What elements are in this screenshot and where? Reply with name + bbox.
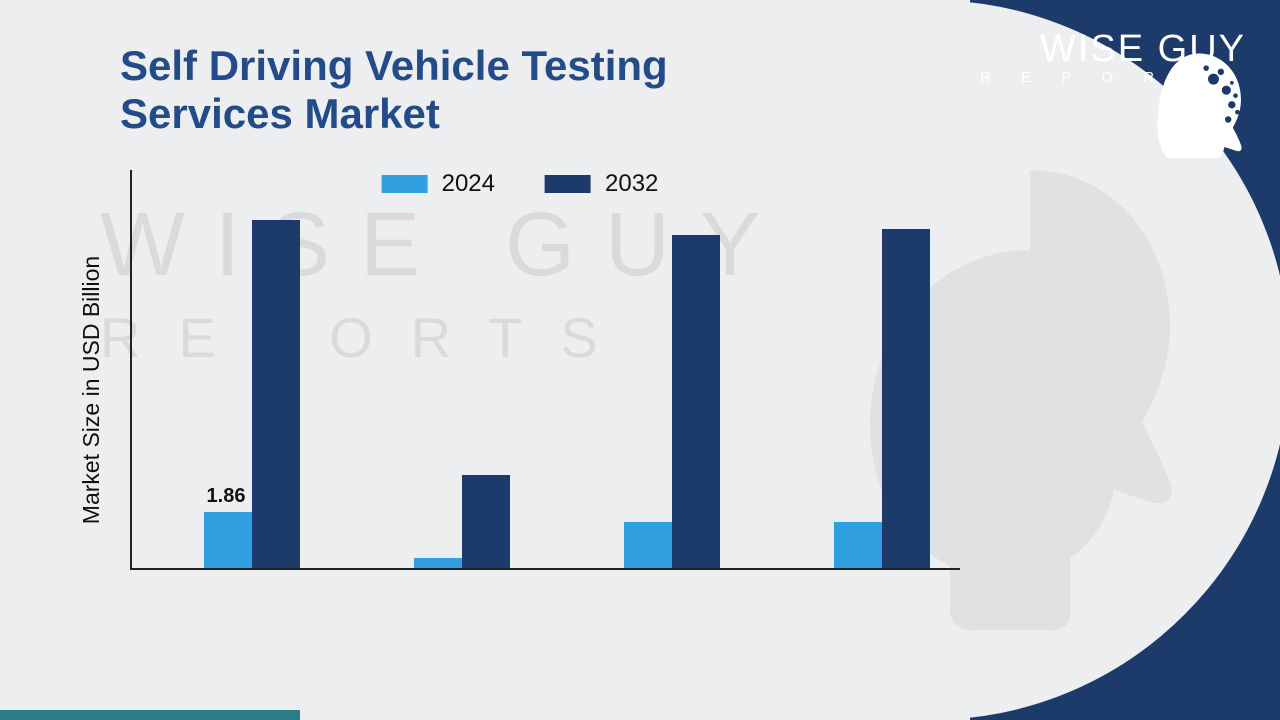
bar-series-b (462, 475, 510, 568)
logo-head-icon (1142, 48, 1252, 158)
bar-series-a (204, 512, 252, 568)
plot-area: 1.86EUROPESOUTHAMERICAASIAPACIFICMIDDLEE… (130, 170, 960, 570)
page: WISE GUY REPORTS WISE GUY R E P O R T S … (0, 0, 1280, 720)
bar-series-b (672, 235, 720, 568)
bar-series-b (252, 220, 300, 568)
chart: Market Size in USD Billion 2024 2032 1.8… (60, 170, 980, 690)
y-axis-label: Market Size in USD Billion (78, 210, 105, 570)
bar-series-b (882, 229, 930, 568)
bar-value-label: 1.86 (196, 485, 256, 508)
bottom-accent-bar (0, 710, 300, 720)
bar-series-a (414, 558, 462, 569)
brand-logo: WISE GUY R E P O R T S (980, 28, 1246, 86)
bar-groups: 1.86EUROPESOUTHAMERICAASIAPACIFICMIDDLEE… (132, 170, 960, 568)
bar-series-a (624, 522, 672, 569)
bar-series-a (834, 522, 882, 569)
chart-title: Self Driving Vehicle Testing Services Ma… (120, 42, 740, 139)
